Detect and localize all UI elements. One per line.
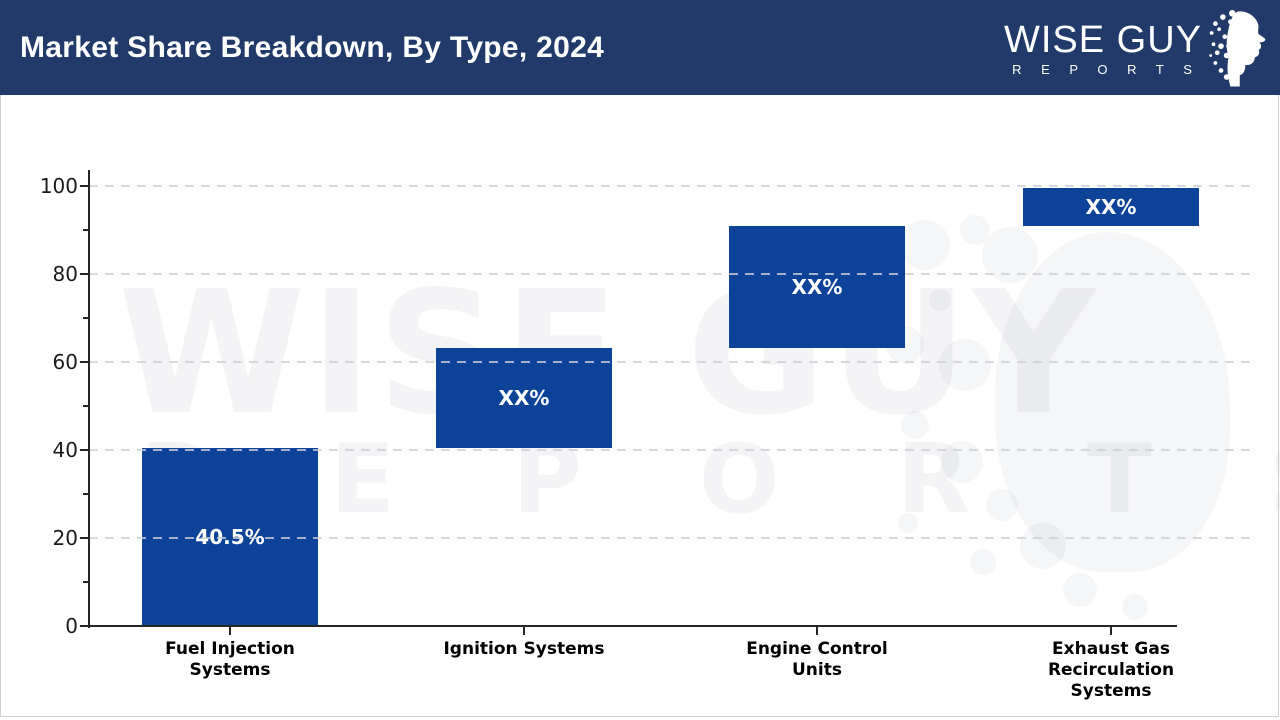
y-axis-tick — [80, 537, 89, 539]
y-axis-minor-tick — [83, 229, 89, 231]
y-axis-minor-tick — [83, 317, 89, 319]
x-axis-tick — [1110, 627, 1112, 635]
y-gridline — [89, 273, 1255, 275]
x-axis-line — [88, 625, 1177, 627]
chart-title: Market Share Breakdown, By Type, 2024 — [20, 30, 605, 64]
bar-engine-control-units: XX% — [729, 225, 905, 348]
category-label-ignition-systems: Ignition Systems — [443, 639, 605, 659]
y-axis-tick — [80, 185, 89, 187]
bar-value-label: XX% — [1085, 194, 1137, 219]
y-axis-minor-tick — [83, 493, 89, 495]
y-axis-tick — [80, 625, 89, 627]
y-tick-label: 0 — [65, 614, 78, 638]
logo-wordmark: WISE GUY R E P O R T S — [1004, 20, 1202, 77]
bar-value-label: 40.5% — [195, 524, 265, 549]
y-axis-line — [88, 170, 90, 628]
logo-wordmark-sub: R E P O R T S — [1012, 61, 1200, 77]
x-axis-tick — [523, 627, 525, 635]
bar-exhaust-gas-recirculation-systems: XX% — [1023, 187, 1199, 226]
y-gridline — [89, 361, 1255, 363]
logo-wordmark-main: WISE GUY — [1003, 18, 1202, 61]
y-gridline — [89, 449, 1255, 451]
y-gridline — [89, 537, 1255, 539]
y-axis-tick — [80, 273, 89, 275]
y-axis-tick — [80, 361, 89, 363]
bar-fuel-injection-systems: 40.5% — [142, 447, 318, 626]
y-tick-label: 60 — [52, 350, 78, 374]
y-axis-minor-tick — [83, 405, 89, 407]
bar-ignition-systems: XX% — [436, 347, 612, 448]
category-label-fuel-injection-systems: Fuel Injection Systems — [165, 639, 295, 680]
y-axis-minor-tick — [83, 581, 89, 583]
y-tick-label: 80 — [52, 262, 78, 286]
y-tick-label: 40 — [52, 438, 78, 462]
x-axis-tick — [816, 627, 818, 635]
x-axis-tick — [229, 627, 231, 635]
bar-value-label: XX% — [791, 274, 843, 299]
header: Market Share Breakdown, By Type, 2024 WI… — [0, 0, 1280, 95]
y-gridline — [89, 185, 1255, 187]
category-label-engine-control-units: Engine Control Units — [746, 639, 888, 680]
y-tick-label: 20 — [52, 526, 78, 550]
category-label-exhaust-gas-recirculation-systems: Exhaust Gas Recirculation Systems — [1047, 639, 1175, 701]
wise-guy-reports-logo: WISE GUY R E P O R T S — [1004, 6, 1266, 90]
bar-value-label: XX% — [498, 385, 550, 410]
y-axis-tick — [80, 449, 89, 451]
logo-head-icon — [1209, 10, 1266, 87]
y-tick-label: 100 — [39, 174, 78, 198]
